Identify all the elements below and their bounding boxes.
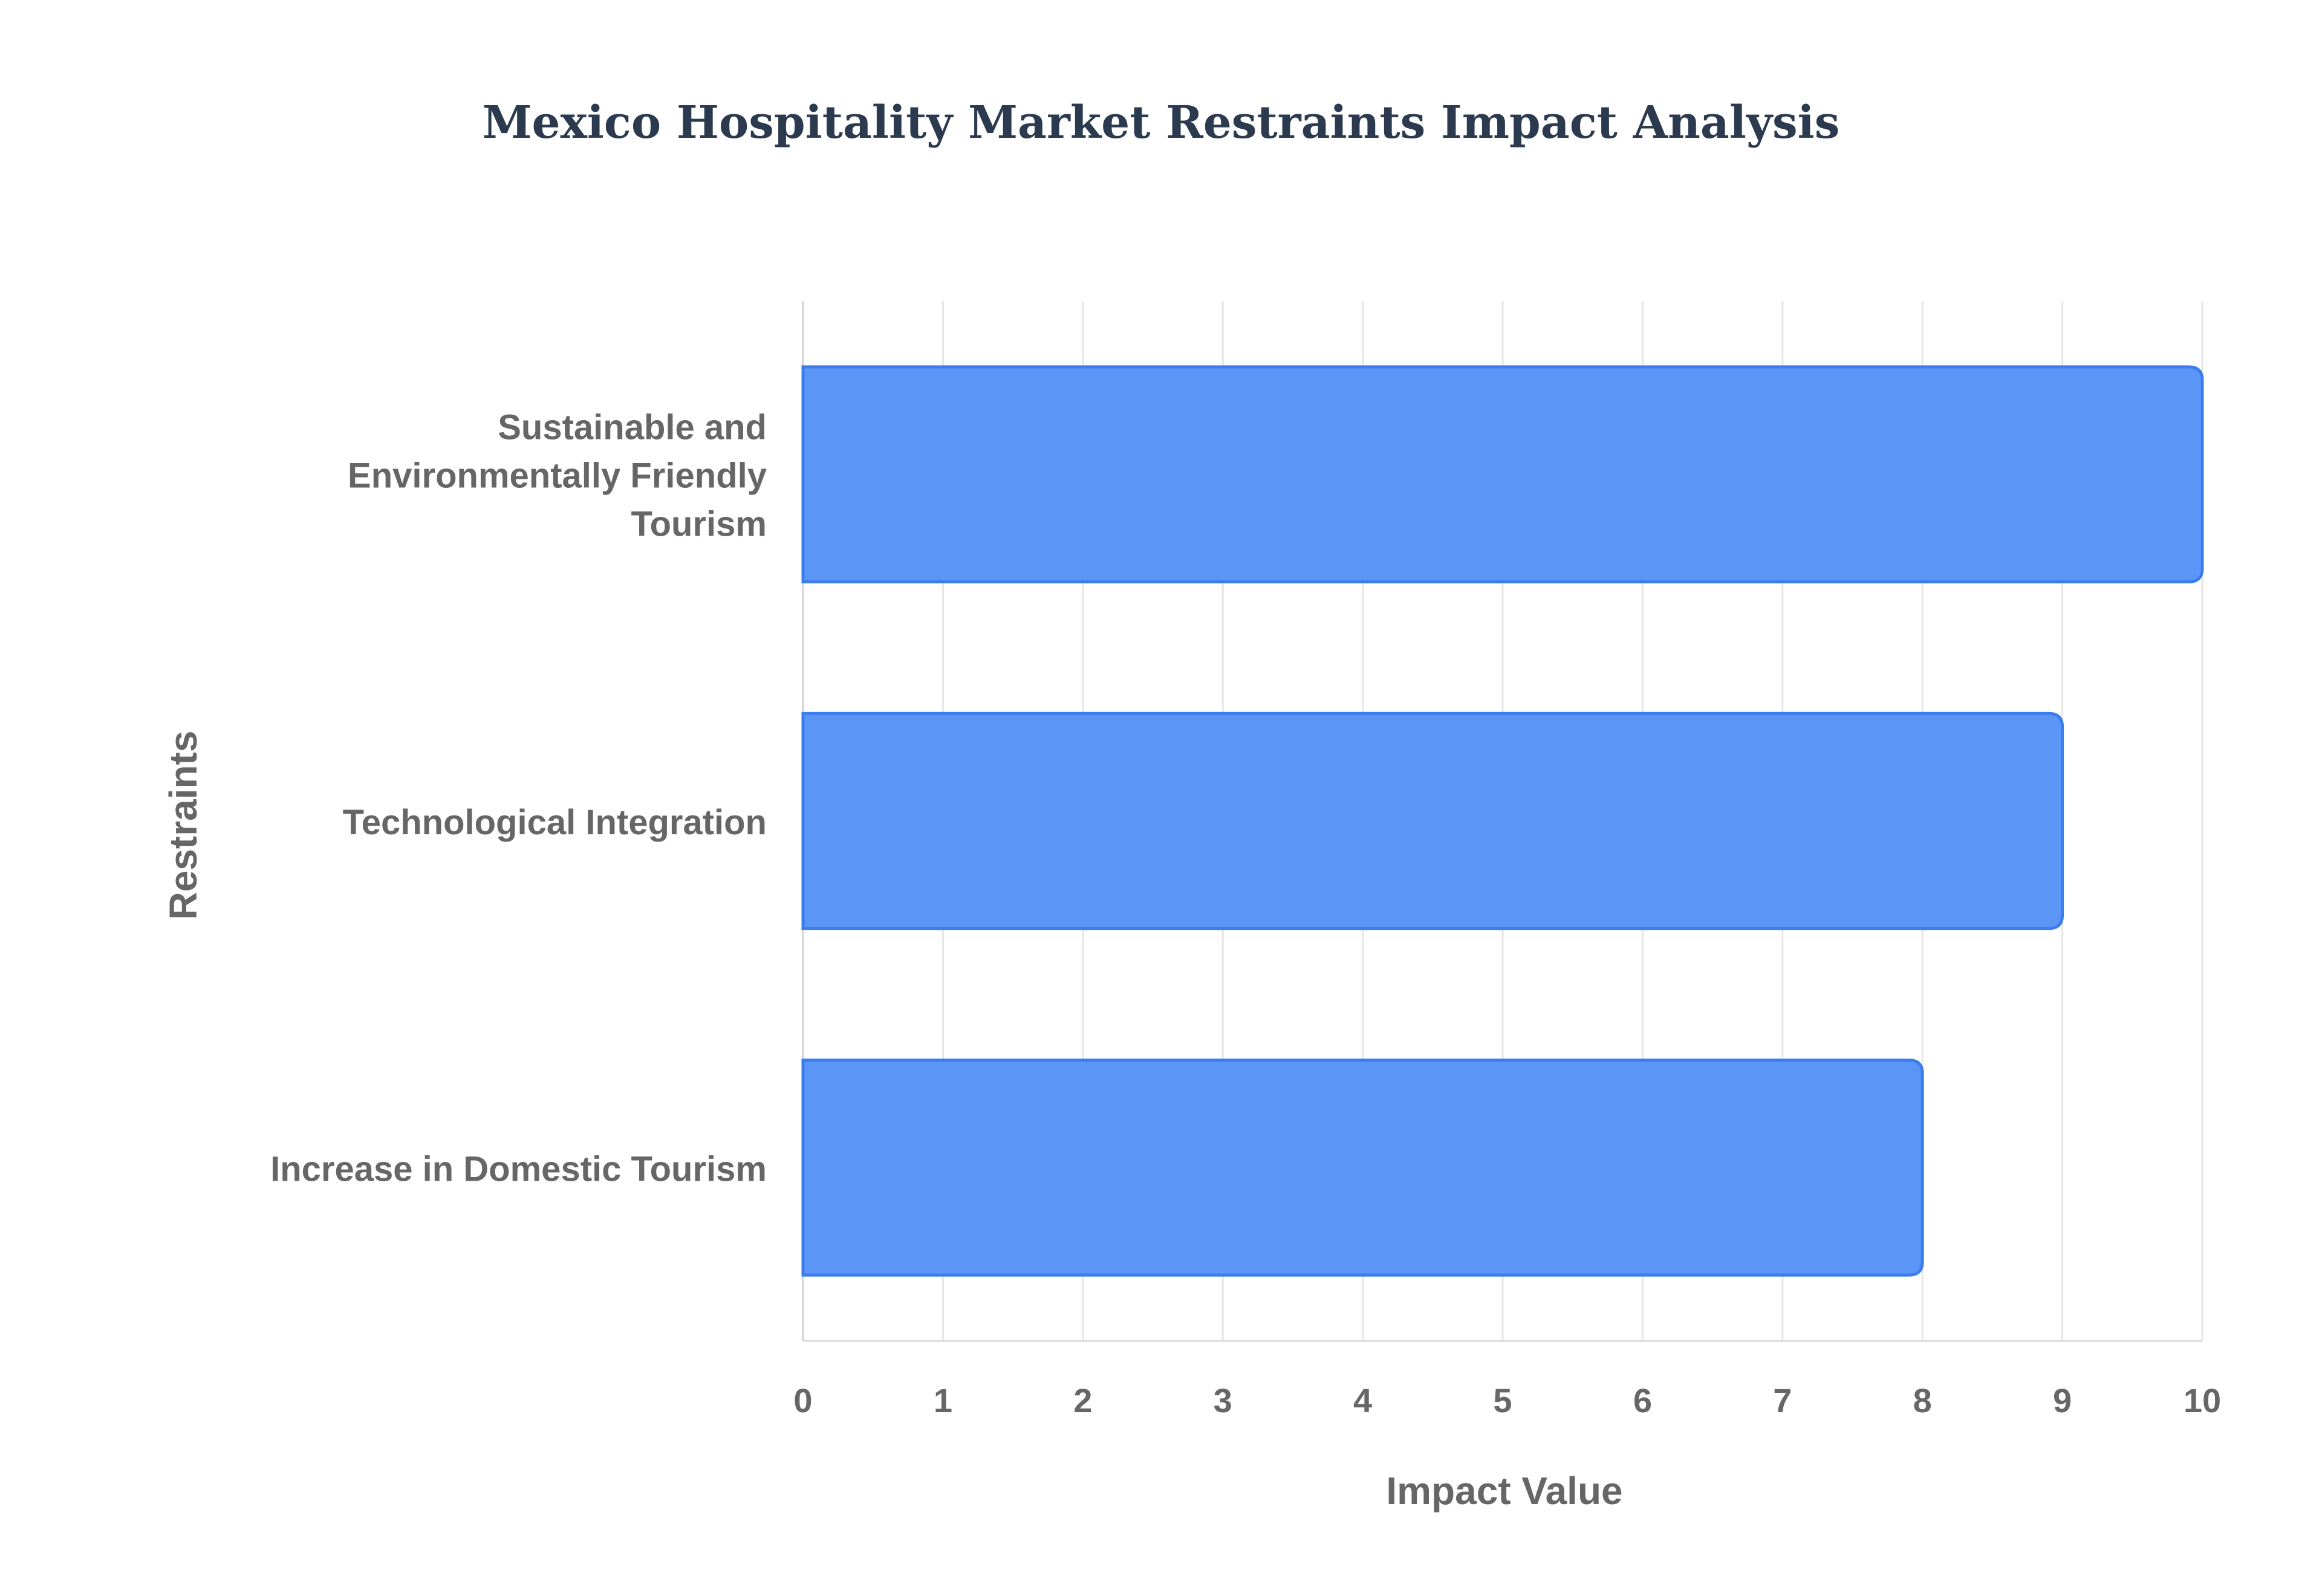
y-tick-label-line: Tourism (631, 505, 767, 544)
y-axis-title: Restraints (161, 731, 205, 920)
y-tick-label-line: Technological Integration (343, 803, 767, 842)
x-tick-label-5: 5 (1493, 1381, 1512, 1419)
x-tick-labels: 0 1 2 3 4 5 6 7 8 9 10 (793, 1381, 2221, 1419)
y-tick-label-1: Sustainable and Environmentally Friendly T… (348, 408, 767, 544)
x-tick-label-2: 2 (1073, 1381, 1092, 1419)
y-tick-label-line: Increase in Domestic Tourism (270, 1149, 767, 1189)
bars (801, 365, 2204, 1277)
bar-3 (801, 1059, 1924, 1277)
x-tick-label-6: 6 (1633, 1381, 1652, 1419)
x-tick-label-7: 7 (1773, 1381, 1792, 1419)
bar-1 (801, 365, 2204, 583)
y-tick-label-line: Sustainable and (498, 408, 767, 447)
x-tick-label-9: 9 (2053, 1381, 2072, 1419)
x-tick-label-0: 0 (793, 1381, 812, 1419)
x-tick-label-4: 4 (1353, 1381, 1372, 1419)
x-axis-title: Impact Value (1386, 1469, 1622, 1513)
y-tick-label-3: Increase in Domestic Tourism (270, 1149, 767, 1189)
chart-title: Mexico Hospitality Market Restraints Imp… (483, 97, 1840, 149)
y-tick-label-line: Environmentally Friendly (348, 456, 767, 496)
x-tick-label-8: 8 (1913, 1381, 1932, 1419)
x-tick-label-1: 1 (934, 1381, 952, 1419)
x-tick-label-10: 10 (2184, 1381, 2221, 1419)
y-tick-label-2: Technological Integration (343, 803, 767, 842)
bar-2 (801, 712, 2064, 930)
x-tick-label-3: 3 (1214, 1381, 1232, 1419)
y-tick-labels: Sustainable and Environmentally Friendly T… (270, 408, 767, 1189)
